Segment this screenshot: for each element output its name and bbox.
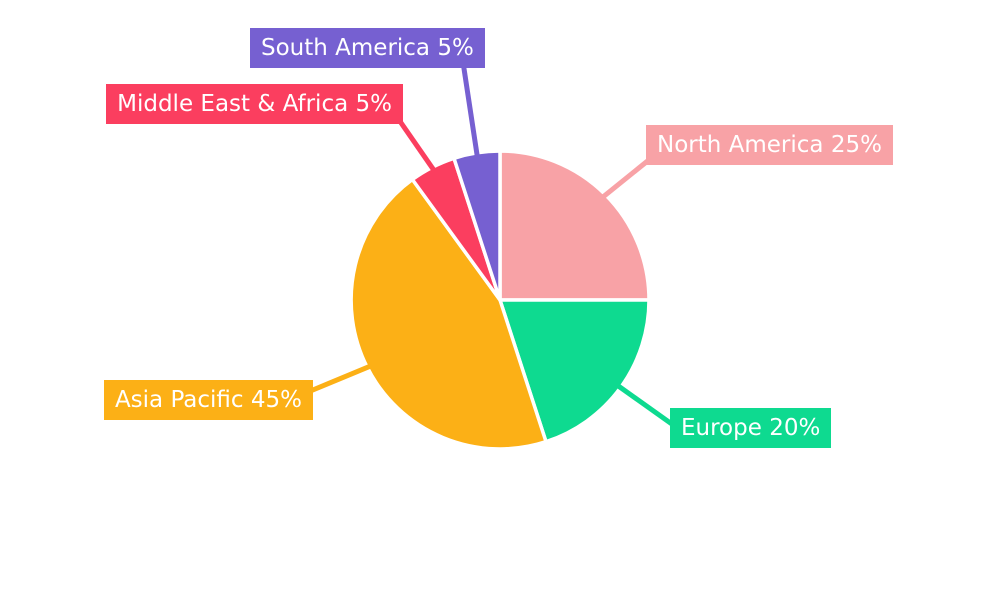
leader-line-middle-east-africa — [394, 115, 436, 172]
slice-label-europe: Europe 20% — [670, 408, 832, 449]
leader-line-south-america — [460, 61, 480, 157]
pie-slice-north-america — [498, 149, 651, 302]
slice-label-middle-east-africa: Middle East & Africa 5% — [106, 84, 403, 125]
slice-label-asia-pacific: Asia Pacific 45% — [103, 380, 313, 421]
leader-line-asia-pacific — [307, 363, 371, 395]
leader-line-europe — [616, 383, 678, 430]
slice-label-north-america: North America 25% — [646, 125, 893, 166]
slice-label-south-america: South America 5% — [250, 28, 485, 69]
